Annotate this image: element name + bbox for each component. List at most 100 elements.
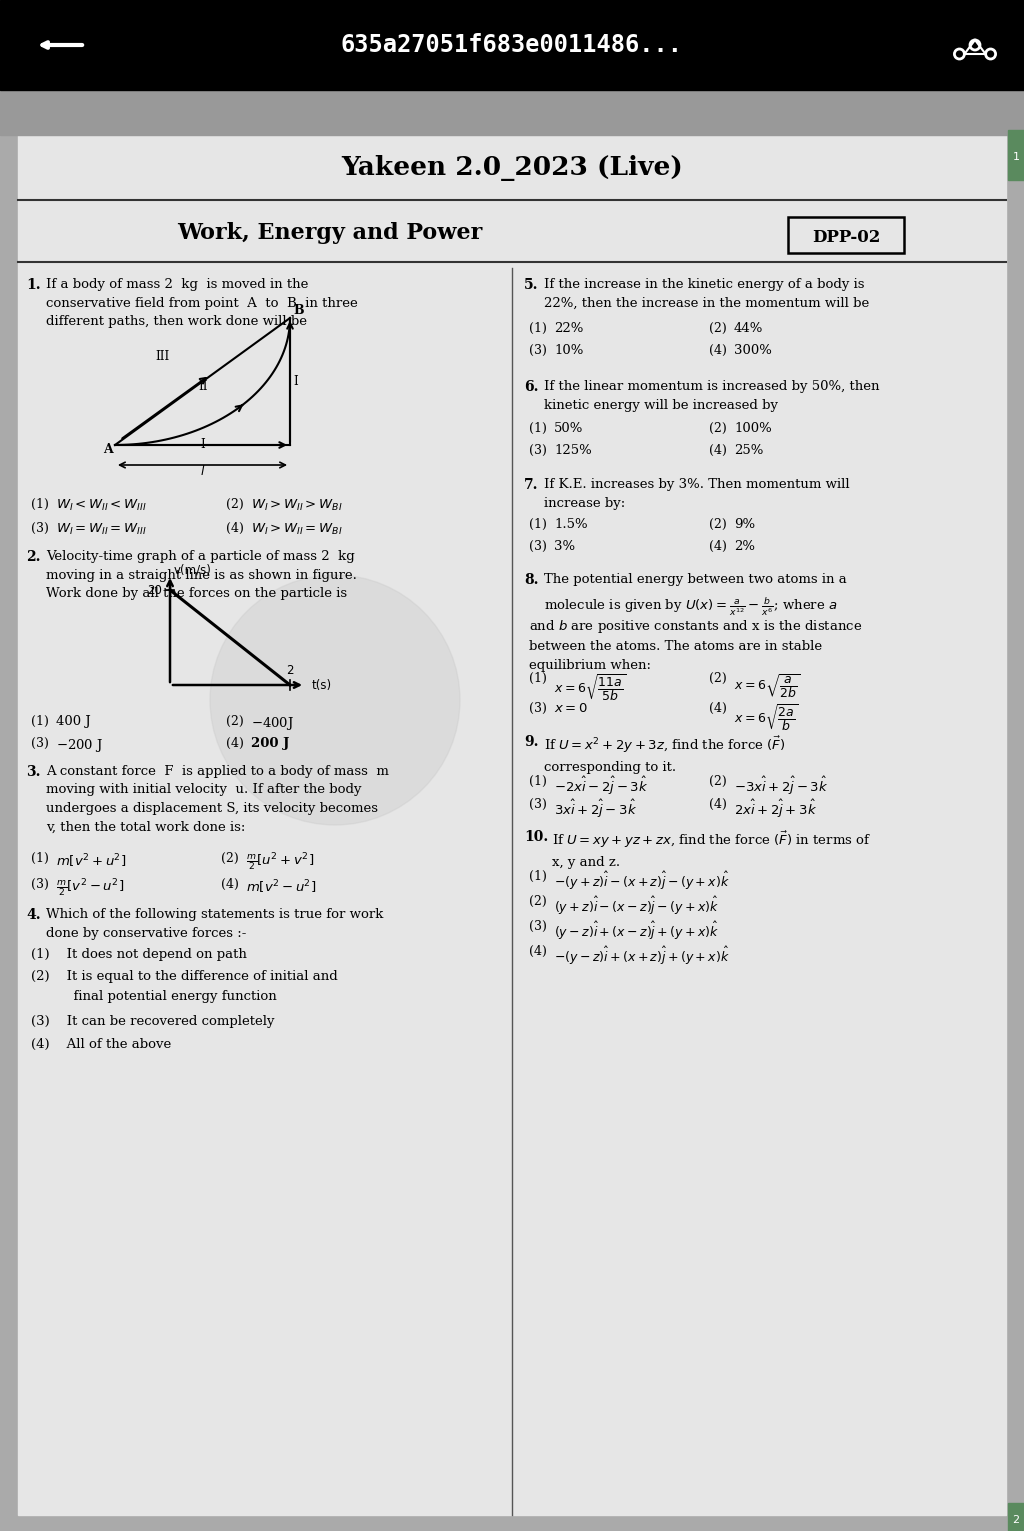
Text: I: I — [200, 438, 205, 452]
Text: $(y+z)\hat{i}-(x-z)\hat{j}-(y+x)\hat{k}$: $(y+z)\hat{i}-(x-z)\hat{j}-(y+x)\hat{k}$ — [554, 896, 719, 917]
Text: $W_I > W_{II} > W_{BI}$: $W_I > W_{II} > W_{BI}$ — [251, 498, 343, 513]
Text: final potential energy function: final potential energy function — [31, 991, 276, 1003]
Text: 300%: 300% — [734, 344, 772, 357]
Text: (1): (1) — [529, 870, 547, 883]
Text: $-(y+z)\hat{i}-(x+z)\hat{j}-(y+x)\hat{k}$: $-(y+z)\hat{i}-(x+z)\hat{j}-(y+x)\hat{k}… — [554, 870, 730, 893]
Text: v(m/s): v(m/s) — [174, 563, 212, 577]
Text: (2): (2) — [709, 517, 727, 531]
Text: (4): (4) — [529, 945, 547, 958]
Text: 100%: 100% — [734, 423, 772, 435]
Text: (1): (1) — [529, 775, 547, 788]
Text: (4): (4) — [709, 798, 727, 811]
Text: 8.: 8. — [524, 573, 539, 586]
Text: $x=6\sqrt{\dfrac{a}{2b}}$: $x=6\sqrt{\dfrac{a}{2b}}$ — [734, 672, 801, 700]
Text: 400 J: 400 J — [56, 715, 91, 729]
Text: 1: 1 — [1013, 152, 1020, 162]
Text: If K.E. increases by 3%. Then momentum will
increase by:: If K.E. increases by 3%. Then momentum w… — [544, 478, 850, 510]
Text: 2%: 2% — [734, 540, 755, 553]
Text: and $b$ are positive constants and x is the distance
between the atoms. The atom: and $b$ are positive constants and x is … — [529, 619, 862, 672]
Text: A: A — [103, 442, 113, 456]
Text: (1): (1) — [31, 851, 49, 865]
Text: (4): (4) — [709, 444, 727, 456]
Text: (2): (2) — [709, 423, 727, 435]
Text: (1): (1) — [31, 498, 49, 511]
Text: 10%: 10% — [554, 344, 584, 357]
Text: A constant force  F  is applied to a body of mass  m
moving with initial velocit: A constant force F is applied to a body … — [46, 766, 389, 833]
Text: 4.: 4. — [26, 908, 41, 922]
Bar — [1008, 130, 1024, 181]
Text: (3)    It can be recovered completely: (3) It can be recovered completely — [31, 1015, 274, 1027]
Text: 50%: 50% — [554, 423, 584, 435]
Text: (3): (3) — [529, 540, 547, 553]
Text: $W_I = W_{II} = W_{III}$: $W_I = W_{II} = W_{III}$ — [56, 522, 146, 537]
Text: 2: 2 — [1013, 1516, 1020, 1525]
Text: Velocity-time graph of a particle of mass 2  kg
moving in a straight line is as : Velocity-time graph of a particle of mas… — [46, 550, 357, 600]
Text: 2.: 2. — [26, 550, 41, 563]
Text: 25%: 25% — [734, 444, 763, 456]
Text: 10.: 10. — [524, 830, 548, 844]
Text: 9.: 9. — [524, 735, 539, 749]
Text: 22%: 22% — [554, 322, 584, 335]
Text: (1): (1) — [529, 423, 547, 435]
Text: (2)    It is equal to the difference of initial and: (2) It is equal to the difference of ini… — [31, 971, 338, 983]
Text: 20: 20 — [147, 583, 162, 597]
Text: molecule is given by $U(x)=\frac{a}{x^{12}}-\frac{b}{x^{6}}$; where $a$: molecule is given by $U(x)=\frac{a}{x^{1… — [544, 596, 838, 619]
Circle shape — [210, 576, 460, 825]
Text: $\frac{m}{2}[u^2+v^2]$: $\frac{m}{2}[u^2+v^2]$ — [246, 851, 314, 873]
Text: The potential energy between two atoms in a: The potential energy between two atoms i… — [544, 573, 847, 586]
Text: 125%: 125% — [554, 444, 592, 456]
Text: (1): (1) — [31, 715, 49, 729]
Text: $-$200 J: $-$200 J — [56, 736, 103, 753]
Text: (3): (3) — [529, 703, 547, 715]
Bar — [1008, 1503, 1024, 1531]
Text: (3): (3) — [529, 920, 547, 932]
Text: 1.5%: 1.5% — [554, 517, 588, 531]
Text: Work, Energy and Power: Work, Energy and Power — [177, 222, 482, 243]
Text: (3): (3) — [31, 736, 49, 750]
Text: (2): (2) — [529, 896, 547, 908]
Text: (3): (3) — [529, 444, 547, 456]
Text: DPP-02: DPP-02 — [812, 228, 881, 245]
Text: 6.: 6. — [524, 380, 539, 393]
Bar — [0, 90, 1024, 135]
Text: $x=6\sqrt{\dfrac{11a}{5b}}$: $x=6\sqrt{\dfrac{11a}{5b}}$ — [554, 672, 627, 703]
Text: (1)    It does not depend on path: (1) It does not depend on path — [31, 948, 247, 961]
Text: $W_I > W_{II} = W_{BI}$: $W_I > W_{II} = W_{BI}$ — [251, 522, 343, 537]
Text: 7.: 7. — [524, 478, 539, 491]
Text: (2): (2) — [226, 715, 244, 729]
Text: If the linear momentum is increased by 50%, then
kinetic energy will be increase: If the linear momentum is increased by 5… — [544, 380, 880, 412]
Text: 200 J: 200 J — [251, 736, 290, 750]
Text: If a body of mass 2  kg  is moved in the
conservative field from point  A  to  B: If a body of mass 2 kg is moved in the c… — [46, 279, 357, 328]
Text: B: B — [293, 305, 304, 317]
Text: 5.: 5. — [524, 279, 539, 292]
Text: (2): (2) — [709, 322, 727, 335]
Text: (4): (4) — [221, 877, 239, 891]
Text: (2): (2) — [709, 775, 727, 788]
Text: (1): (1) — [529, 322, 547, 335]
Text: I: I — [293, 375, 298, 387]
Text: 2: 2 — [287, 664, 294, 678]
Bar — [0, 0, 1024, 90]
Text: If $U = x^2 + 2y + 3z$, find the force $(\vec{F})$
corresponding to it.: If $U = x^2 + 2y + 3z$, find the force $… — [544, 735, 785, 773]
Text: (3): (3) — [529, 798, 547, 811]
Text: $x=0$: $x=0$ — [554, 703, 588, 715]
Text: $m[v^2-u^2]$: $m[v^2-u^2]$ — [246, 877, 316, 896]
Text: (1): (1) — [529, 517, 547, 531]
Text: (4)    All of the above: (4) All of the above — [31, 1038, 171, 1050]
Text: If the increase in the kinetic energy of a body is
22%, then the increase in the: If the increase in the kinetic energy of… — [544, 279, 869, 309]
Text: (4): (4) — [709, 703, 727, 715]
Text: $m[v^2+u^2]$: $m[v^2+u^2]$ — [56, 851, 126, 870]
Text: 3.: 3. — [26, 766, 41, 779]
Text: (3): (3) — [31, 877, 49, 891]
Text: 44%: 44% — [734, 322, 763, 335]
Text: If $U = xy + yz + zx$, find the force $(\vec{F})$ in terms of
x, y and z.: If $U = xy + yz + zx$, find the force $(… — [552, 830, 871, 870]
Text: (1): (1) — [529, 672, 547, 684]
Text: $-$400J: $-$400J — [251, 715, 294, 732]
Text: (4): (4) — [709, 344, 727, 357]
Text: 9%: 9% — [734, 517, 755, 531]
Text: (2): (2) — [226, 498, 244, 511]
Text: $\frac{m}{2}[v^2-u^2]$: $\frac{m}{2}[v^2-u^2]$ — [56, 877, 124, 899]
Text: l: l — [201, 465, 204, 478]
Text: $3x\hat{i}+2\hat{j}-3\hat{k}$: $3x\hat{i}+2\hat{j}-3\hat{k}$ — [554, 798, 637, 821]
Text: 635a27051f683e0011486...: 635a27051f683e0011486... — [341, 34, 683, 57]
